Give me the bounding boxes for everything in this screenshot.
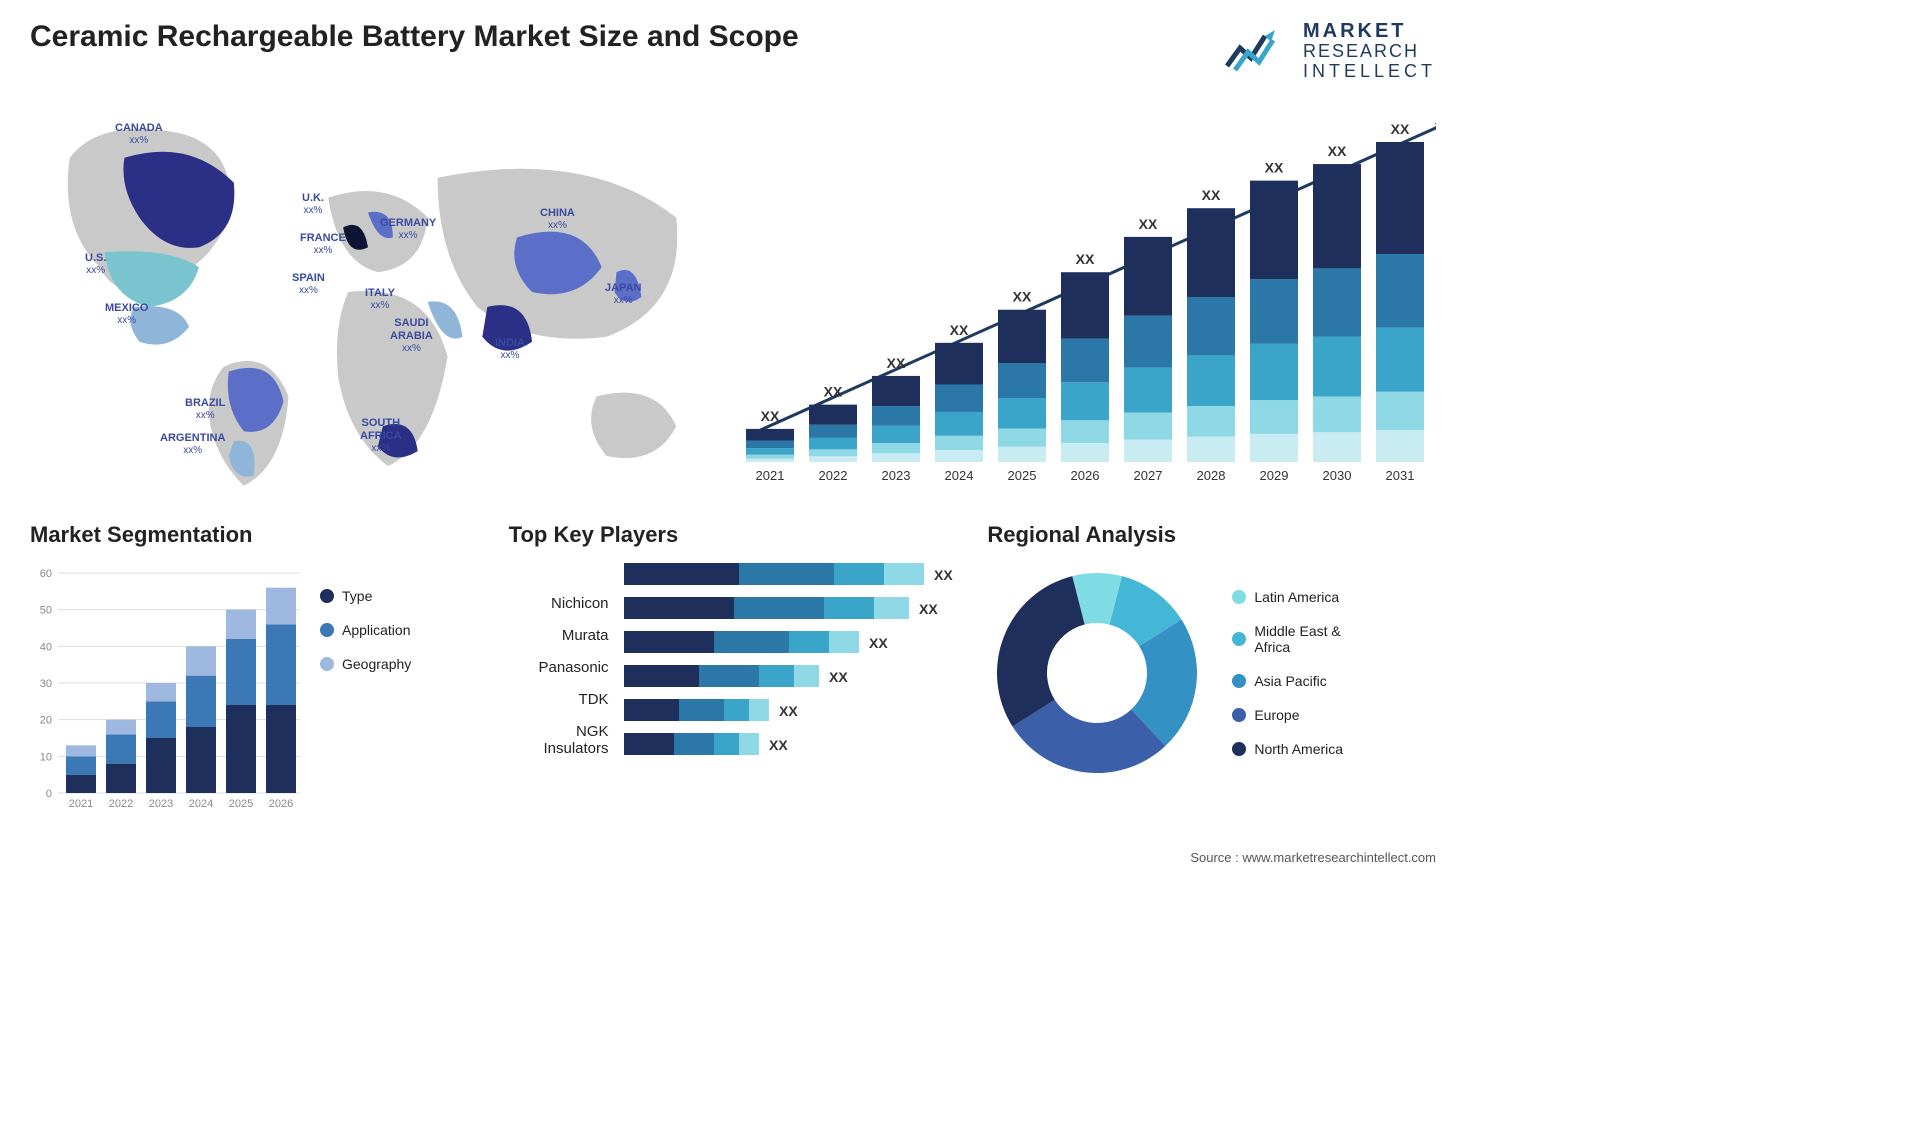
svg-text:XX: XX [1202, 187, 1221, 203]
players-panel: Top Key Players Nichicon Murata Panasonic T… [509, 522, 958, 813]
svg-text:2031: 2031 [1386, 468, 1415, 483]
map-label-brazil: BRAZILxx% [185, 397, 225, 422]
svg-text:XX: XX [950, 321, 969, 337]
svg-text:2029: 2029 [1260, 468, 1289, 483]
map-label-italy: ITALYxx% [365, 287, 395, 312]
map-label-france: FRANCExx% [300, 232, 346, 257]
region-legend-item: Middle East &Africa [1232, 623, 1343, 655]
svg-text:2026: 2026 [269, 798, 293, 810]
svg-text:40: 40 [40, 641, 52, 653]
growth-chart-panel: XX 2021 XX 2022 XX 2023 XX 2024 XX 2025 XX 2026 XX 20… [736, 92, 1436, 502]
svg-text:2021: 2021 [756, 468, 785, 483]
segmentation-title: Market Segmentation [30, 522, 479, 548]
svg-text:2028: 2028 [1197, 468, 1226, 483]
svg-text:XX: XX [779, 703, 798, 719]
svg-text:2021: 2021 [69, 798, 93, 810]
logo-text-2: RESEARCH [1303, 42, 1436, 62]
map-label-spain: SPAINxx% [292, 272, 325, 297]
region-legend-item: Latin America [1232, 589, 1343, 605]
svg-text:20: 20 [40, 714, 52, 726]
svg-text:50: 50 [40, 604, 52, 616]
regional-panel: Regional Analysis Latin America Middle Ea… [987, 522, 1436, 813]
map-label-saudi-arabia: SAUDIARABIAxx% [390, 317, 433, 355]
map-label-u-s-: U.S.xx% [85, 252, 106, 277]
svg-text:2026: 2026 [1071, 468, 1100, 483]
svg-text:2024: 2024 [189, 798, 213, 810]
logo-text-1: MARKET [1303, 20, 1436, 42]
svg-text:2030: 2030 [1323, 468, 1352, 483]
player-label: Nichicon [509, 595, 609, 612]
source-text: Source : www.marketresearchintellect.com [1190, 850, 1436, 865]
player-label: Panasonic [509, 659, 609, 676]
svg-text:2023: 2023 [149, 798, 173, 810]
svg-text:XX: XX [887, 355, 906, 371]
segmentation-panel: Market Segmentation 0 10 20 30 40 50 60 2021 202… [30, 522, 479, 813]
map-label-u-k-: U.K.xx% [302, 192, 324, 217]
map-label-china: CHINAxx% [540, 207, 575, 232]
svg-text:XX: XX [769, 737, 788, 753]
svg-text:XX: XX [1391, 121, 1410, 137]
svg-text:XX: XX [869, 635, 888, 651]
svg-text:XX: XX [829, 669, 848, 685]
map-label-mexico: MEXICOxx% [105, 302, 148, 327]
player-label: Murata [509, 627, 609, 644]
svg-text:2022: 2022 [109, 798, 133, 810]
players-title: Top Key Players [509, 522, 958, 548]
svg-text:XX: XX [824, 383, 843, 399]
seg-legend-geography: Geography [320, 656, 411, 672]
logo-text-3: INTELLECT [1303, 62, 1436, 82]
svg-text:0: 0 [46, 788, 52, 800]
player-label: TDK [509, 691, 609, 708]
seg-legend-type: Type [320, 588, 411, 604]
svg-text:XX: XX [1013, 288, 1032, 304]
map-label-india: INDIAxx% [495, 337, 525, 362]
map-label-japan: JAPANxx% [605, 282, 641, 307]
region-legend-item: North America [1232, 741, 1343, 757]
map-label-germany: GERMANYxx% [380, 217, 436, 242]
svg-text:2023: 2023 [882, 468, 911, 483]
map-label-south-africa: SOUTHAFRICAxx% [360, 417, 402, 455]
logo-icon [1225, 26, 1293, 76]
svg-text:2024: 2024 [945, 468, 974, 483]
svg-text:XX: XX [1076, 251, 1095, 267]
seg-legend-application: Application [320, 622, 411, 638]
region-legend-item: Asia Pacific [1232, 673, 1343, 689]
brand-logo: MARKET RESEARCH INTELLECT [1225, 20, 1436, 82]
map-label-argentina: ARGENTINAxx% [160, 432, 225, 457]
region-legend-item: Europe [1232, 707, 1343, 723]
svg-text:10: 10 [40, 751, 52, 763]
svg-text:XX: XX [1139, 215, 1158, 231]
svg-text:XX: XX [1328, 143, 1347, 159]
regional-title: Regional Analysis [987, 522, 1436, 548]
svg-text:30: 30 [40, 678, 52, 690]
world-map-panel: CANADAxx% U.S.xx% MEXICOxx% BRAZILxx% ARGENT… [30, 92, 706, 502]
svg-text:XX: XX [761, 407, 780, 423]
svg-text:XX: XX [919, 601, 938, 617]
player-label: NGK Insulators [509, 723, 609, 757]
svg-text:2025: 2025 [1008, 468, 1037, 483]
map-label-canada: CANADAxx% [115, 122, 163, 147]
svg-text:XX: XX [1265, 159, 1284, 175]
page-title: Ceramic Rechargeable Battery Market Size… [30, 20, 799, 54]
svg-text:60: 60 [40, 568, 52, 580]
svg-text:XX: XX [934, 567, 953, 583]
svg-text:2025: 2025 [229, 798, 253, 810]
svg-text:2022: 2022 [819, 468, 848, 483]
svg-text:2027: 2027 [1134, 468, 1163, 483]
